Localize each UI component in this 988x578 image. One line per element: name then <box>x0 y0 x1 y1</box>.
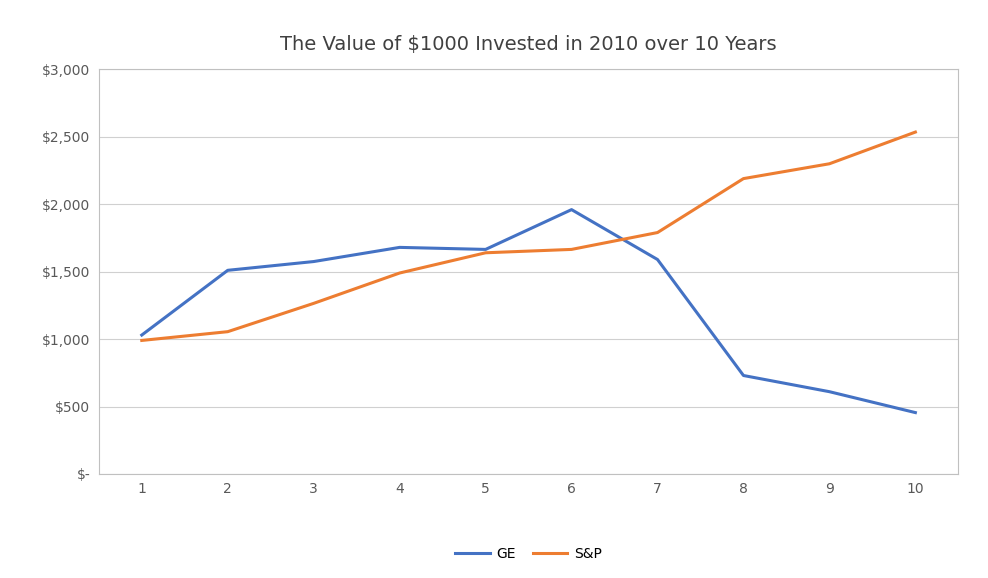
Line: S&P: S&P <box>142 132 915 340</box>
GE <box>135 332 148 339</box>
GE <box>221 267 233 274</box>
GE <box>308 258 320 265</box>
S&P <box>480 249 492 256</box>
Line: GE: GE <box>142 210 915 413</box>
S&P <box>737 175 749 182</box>
S&P <box>393 269 405 276</box>
Title: The Value of $1000 Invested in 2010 over 10 Years: The Value of $1000 Invested in 2010 over… <box>281 35 777 54</box>
S&P <box>909 128 921 135</box>
S&P <box>824 160 836 167</box>
S&P <box>308 300 320 307</box>
Legend: GE, S&P: GE, S&P <box>450 542 608 566</box>
GE <box>565 206 577 213</box>
GE <box>393 244 405 251</box>
GE <box>737 372 749 379</box>
S&P <box>221 328 233 335</box>
S&P <box>135 337 148 344</box>
GE <box>909 409 921 416</box>
GE <box>652 256 664 263</box>
GE <box>824 388 836 395</box>
GE <box>480 246 492 253</box>
S&P <box>565 246 577 253</box>
S&P <box>652 229 664 236</box>
